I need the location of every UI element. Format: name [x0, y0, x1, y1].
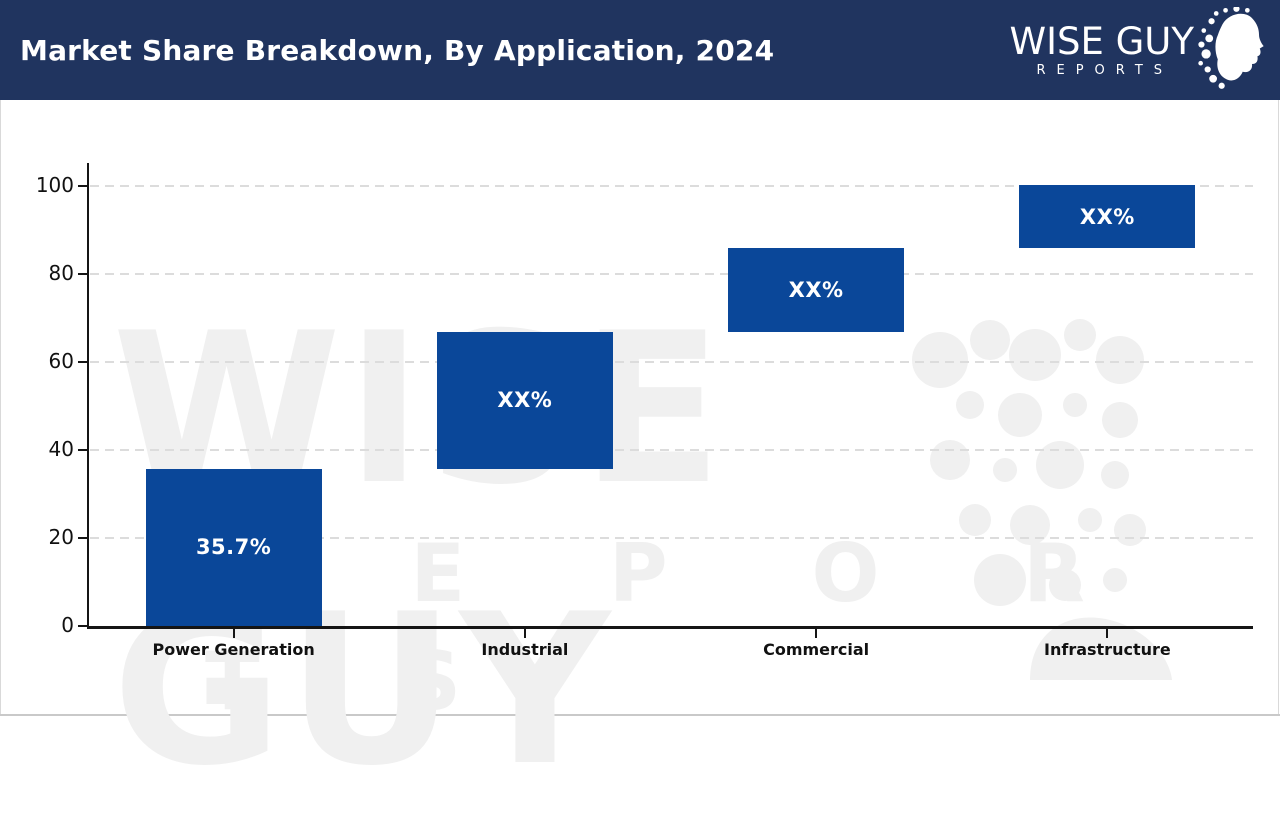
- chart-title: Market Share Breakdown, By Application, …: [20, 33, 775, 67]
- chart-canvas: WISE GUY R E P O R T S 0 20 40 60 80 100 35.7%…: [0, 100, 1280, 812]
- x-axis-label-commercial: Commercial: [763, 640, 870, 659]
- y-tick-60: [78, 361, 88, 363]
- bar-value-label: 35.7%: [195, 535, 272, 560]
- bar-industrial: XX%: [436, 332, 613, 469]
- x-tick-1: [523, 629, 526, 638]
- figure-border-bottom: [0, 714, 1280, 716]
- logo-text: WISE GUY REPORTS: [1010, 23, 1194, 78]
- x-tick-0: [232, 629, 235, 638]
- x-axis-label-infrastructure: Infrastructure: [1044, 640, 1171, 659]
- y-tick-label-20: 20: [48, 525, 74, 549]
- bar-value-label: XX%: [497, 388, 553, 413]
- wise-guy-logo: WISE GUY REPORTS: [1010, 7, 1266, 93]
- y-tick-label-40: 40: [48, 437, 74, 461]
- x-axis-spine: [87, 626, 1253, 629]
- gridline-y40: [90, 449, 1253, 451]
- bar-commercial: XX%: [728, 248, 905, 333]
- bar-infrastructure: XX%: [1019, 184, 1196, 249]
- figure-border-left: [0, 100, 1, 716]
- figure-border-right: [1278, 100, 1279, 716]
- x-axis-label-power-generation: Power Generation: [152, 640, 315, 659]
- bar-value-label: XX%: [788, 278, 844, 303]
- y-tick-label-0: 0: [61, 613, 74, 637]
- x-axis-label-industrial: Industrial: [481, 640, 569, 659]
- y-tick-label-100: 100: [35, 173, 74, 197]
- y-tick-0: [78, 625, 88, 627]
- head-profile-icon: [1198, 7, 1264, 89]
- header-bar: Market Share Breakdown, By Application, …: [0, 0, 1280, 100]
- y-tick-20: [78, 537, 88, 539]
- gridline-y60: [90, 361, 1253, 363]
- y-tick-80: [78, 273, 88, 275]
- x-tick-2: [815, 629, 818, 638]
- y-axis-spine: [87, 163, 89, 628]
- logo-wordmark: WISE GUY: [1009, 19, 1194, 63]
- y-tick-40: [78, 449, 88, 451]
- y-tick-100: [78, 185, 88, 187]
- gridline-y80: [90, 273, 1253, 275]
- logo-subtitle: REPORTS: [1036, 62, 1174, 78]
- x-tick-3: [1106, 629, 1109, 638]
- y-tick-label-80: 80: [48, 261, 74, 285]
- bar-power-generation: 35.7%: [145, 468, 322, 626]
- gridline-y100: [90, 185, 1253, 187]
- y-tick-label-60: 60: [48, 349, 74, 373]
- bar-value-label: XX%: [1079, 204, 1135, 229]
- gridline-y20: [90, 537, 1253, 539]
